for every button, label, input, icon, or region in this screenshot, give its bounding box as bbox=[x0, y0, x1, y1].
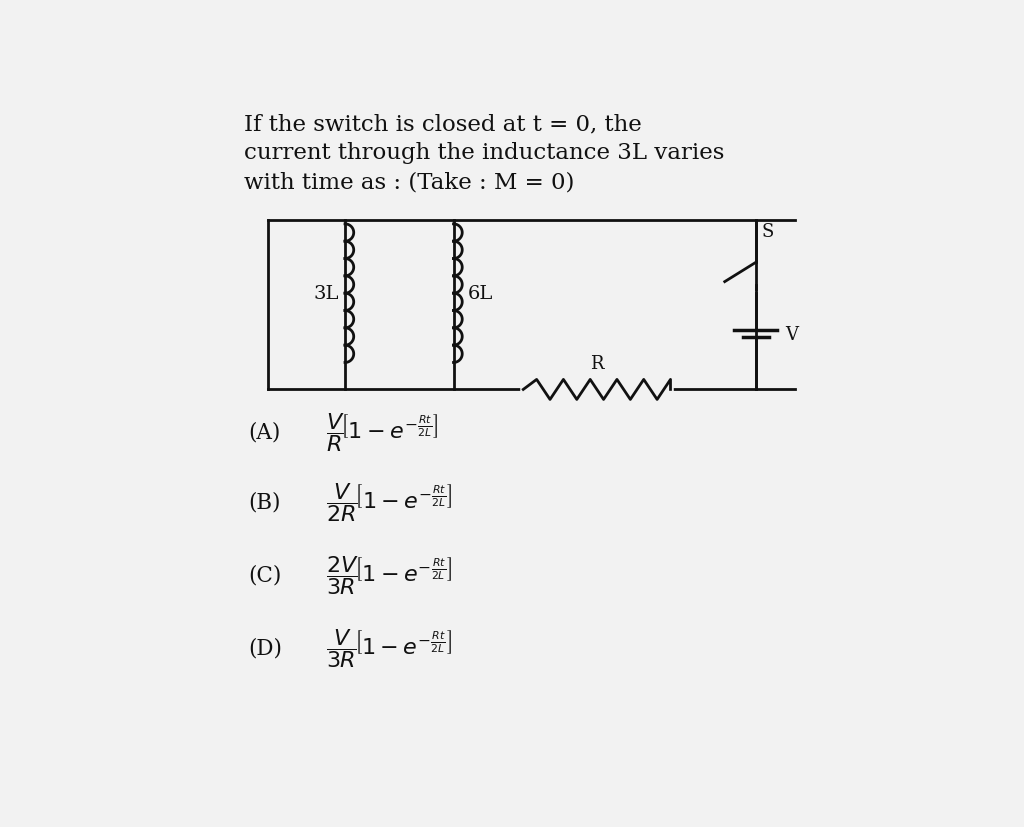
Text: If the switch is closed at t = 0, the: If the switch is closed at t = 0, the bbox=[245, 113, 642, 135]
Text: $\dfrac{V}{3R}\!\left[1 - e^{-\frac{Rt}{2L}}\right]$: $\dfrac{V}{3R}\!\left[1 - e^{-\frac{Rt}{… bbox=[326, 626, 452, 669]
Text: with time as : (Take : M = 0): with time as : (Take : M = 0) bbox=[245, 171, 574, 194]
Text: (D): (D) bbox=[248, 637, 283, 658]
Text: (A): (A) bbox=[248, 421, 281, 443]
Text: $\dfrac{2V}{3R}\!\left[1 - e^{-\frac{Rt}{2L}}\right]$: $\dfrac{2V}{3R}\!\left[1 - e^{-\frac{Rt}… bbox=[326, 553, 452, 596]
Text: (B): (B) bbox=[248, 490, 281, 513]
Text: R: R bbox=[590, 355, 603, 373]
Text: (C): (C) bbox=[248, 563, 282, 586]
Text: $\dfrac{V}{R}\!\left[1 - e^{-\frac{Rt}{2L}}\right]$: $\dfrac{V}{R}\!\left[1 - e^{-\frac{Rt}{2… bbox=[326, 411, 438, 454]
Text: current through the inductance 3L varies: current through the inductance 3L varies bbox=[245, 142, 725, 165]
Text: $\dfrac{V}{2R}\!\left[1 - e^{-\frac{Rt}{2L}}\right]$: $\dfrac{V}{2R}\!\left[1 - e^{-\frac{Rt}{… bbox=[326, 480, 453, 523]
Text: 6L: 6L bbox=[467, 284, 493, 303]
Text: 3L: 3L bbox=[313, 284, 339, 303]
Text: S: S bbox=[762, 222, 774, 241]
Text: V: V bbox=[785, 325, 798, 343]
